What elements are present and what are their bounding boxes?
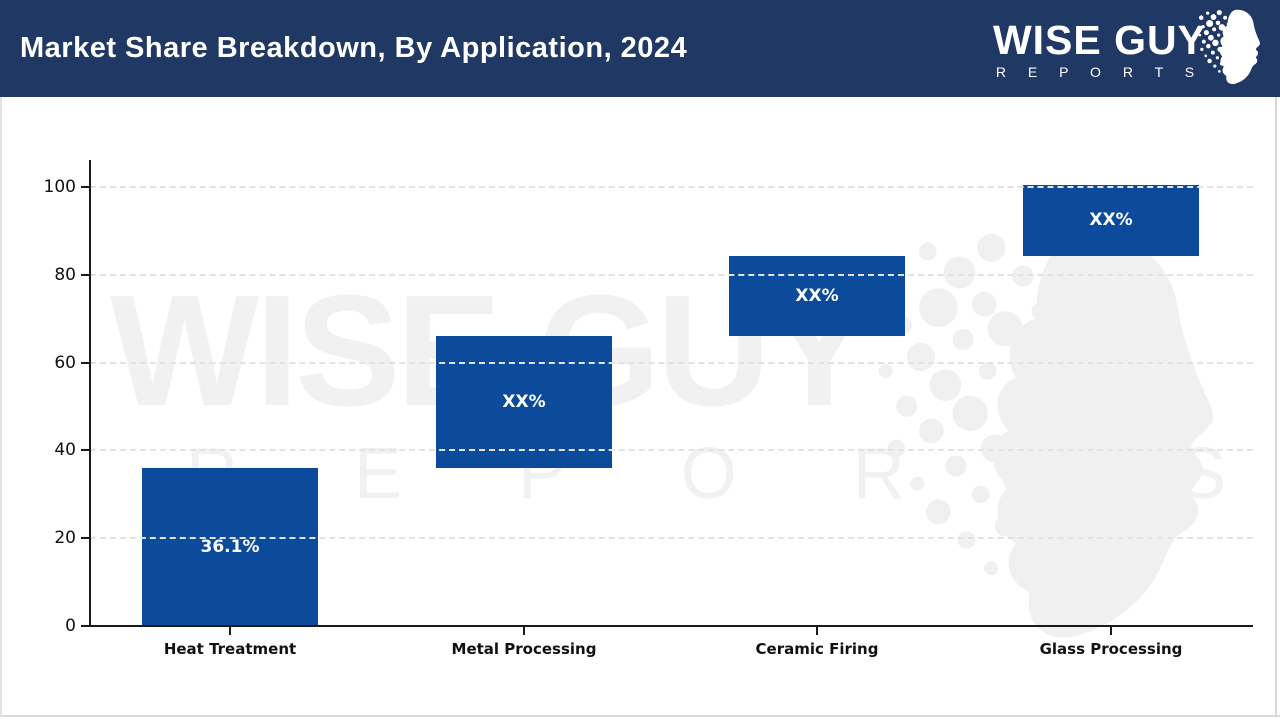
- gridline: [90, 186, 1253, 188]
- bar-value-label: XX%: [795, 285, 839, 306]
- page-right-border: [1275, 97, 1277, 717]
- x-axis-tick: [816, 627, 818, 635]
- y-axis-tick-label: 20: [54, 528, 76, 549]
- waterfall-bar: [436, 335, 612, 468]
- wise-guy-logo: WISE GUY R E P O R T S: [993, 8, 1266, 92]
- x-axis-line: [89, 625, 1253, 627]
- x-axis-tick: [523, 627, 525, 635]
- page-left-border: [0, 97, 2, 717]
- x-axis-category-label: Heat Treatment: [163, 640, 297, 658]
- face-profile-watermark-icon: [868, 222, 1220, 682]
- logo-subtitle: R E P O R T S: [995, 64, 1204, 80]
- y-axis-tick: [81, 361, 89, 364]
- face-profile-logo-icon: [1192, 8, 1266, 92]
- page-bottom-border: [0, 715, 1280, 717]
- gridline: [90, 361, 1253, 364]
- bar-value-label: 36.1%: [200, 536, 260, 557]
- x-axis-tick: [229, 627, 231, 635]
- waterfall-bar: [1023, 184, 1199, 256]
- x-axis-category-label: Glass Processing: [1039, 640, 1183, 658]
- x-axis-category-label: Metal Processing: [451, 640, 597, 658]
- gridline: [90, 449, 1253, 452]
- y-axis-tick-label: 40: [54, 440, 76, 461]
- waterfall-bar: [142, 467, 318, 626]
- header: Market Share Breakdown, By Application, …: [0, 0, 1280, 97]
- x-axis-category-label: Ceramic Firing: [755, 640, 879, 658]
- x-axis-tick: [1110, 627, 1112, 635]
- bar-value-label: XX%: [502, 391, 546, 412]
- page-title: Market Share Breakdown, By Application, …: [20, 32, 688, 64]
- bar-value-label: XX%: [1089, 210, 1133, 231]
- y-axis-tick-label: 0: [65, 616, 76, 636]
- y-axis-tick-label: 100: [43, 177, 76, 197]
- logo-wordmark: WISE GUY: [992, 17, 1206, 63]
- gridline: [90, 537, 1253, 540]
- y-axis-tick: [81, 537, 89, 540]
- gridline: [90, 273, 1253, 276]
- y-axis-line: [89, 160, 91, 627]
- y-axis-tick: [81, 449, 89, 452]
- y-axis-tick-label: 80: [54, 264, 76, 285]
- y-axis-tick: [81, 625, 89, 627]
- y-axis-tick: [81, 186, 89, 188]
- y-axis-tick: [81, 273, 89, 276]
- waterfall-bar: [729, 255, 905, 336]
- y-axis-tick-label: 60: [54, 352, 76, 373]
- logo-text: WISE GUY R E P O R T S: [992, 17, 1206, 81]
